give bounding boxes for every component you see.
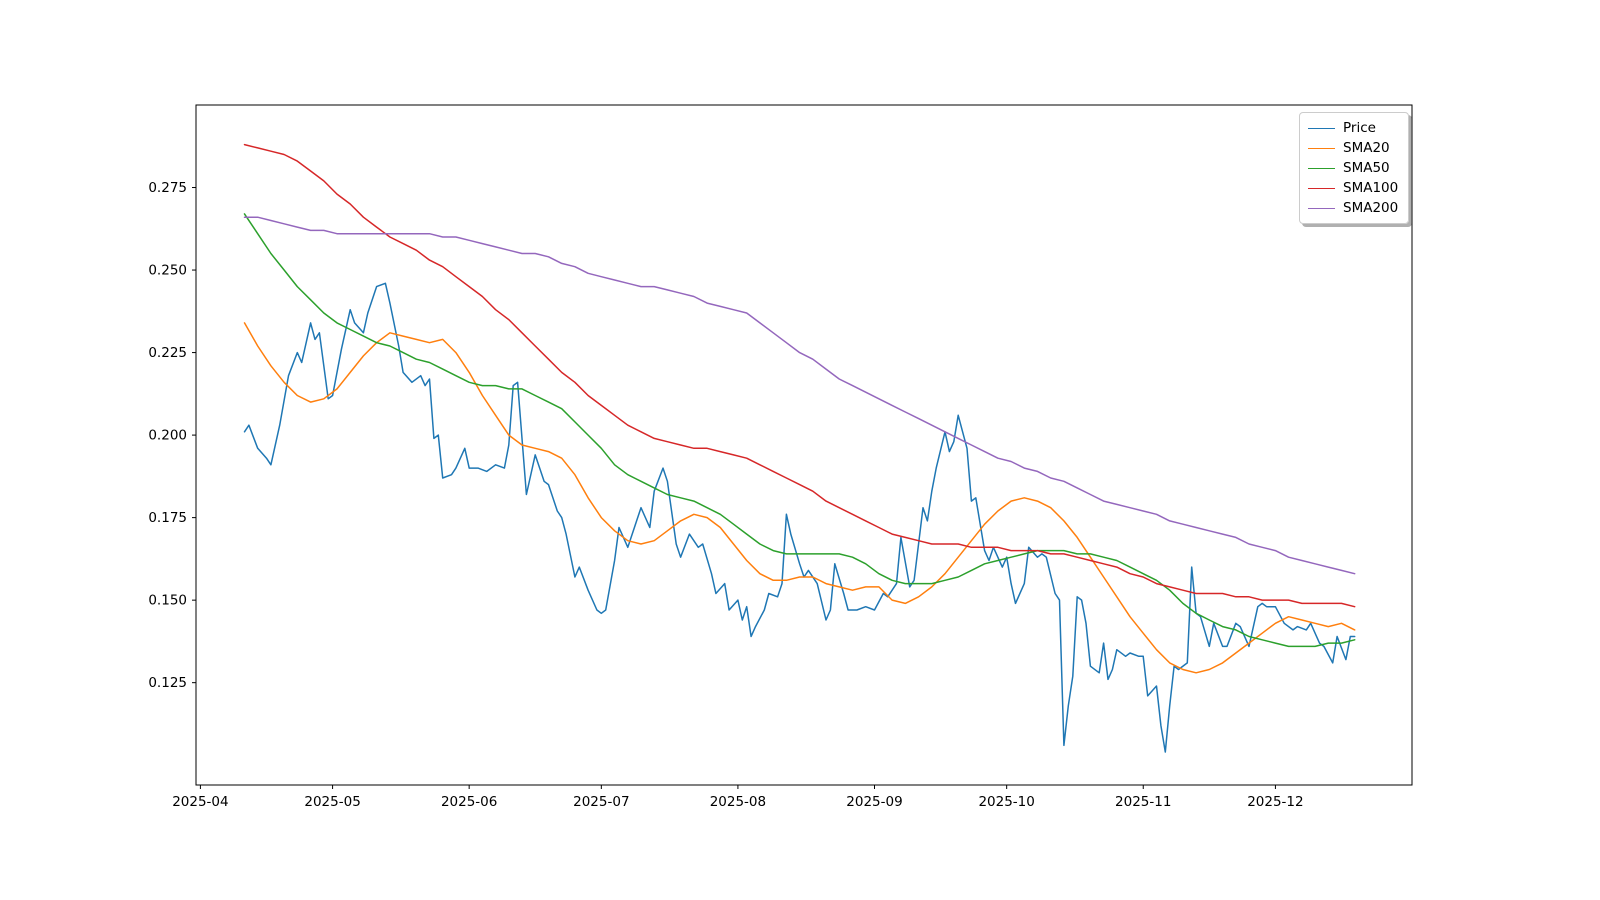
legend-label-sma200: SMA200 (1343, 200, 1399, 216)
x-tick-label: 2025-11 (1115, 794, 1171, 810)
legend-item-sma100: SMA100 (1308, 178, 1398, 198)
x-tick-label: 2025-08 (710, 794, 766, 810)
series-line-sma50 (243, 213, 1356, 648)
legend-label-sma100: SMA100 (1343, 180, 1399, 196)
y-tick-label: 0.175 (148, 510, 187, 526)
x-tick-label: 2025-05 (304, 794, 360, 810)
y-tick-label: 0.200 (148, 428, 187, 444)
legend-item-sma50: SMA50 (1308, 158, 1398, 178)
series-line-sma20 (243, 322, 1356, 674)
x-tick-label: 2025-12 (1247, 794, 1303, 810)
x-tick-label: 2025-09 (846, 794, 902, 810)
series-line-price (243, 282, 1356, 753)
sma50-line-sample (1308, 167, 1335, 169)
x-tick-label: 2025-10 (978, 794, 1034, 810)
x-tick-label: 2025-04 (172, 794, 228, 810)
legend-item-price: Price (1308, 118, 1398, 138)
y-tick-label: 0.250 (148, 263, 187, 279)
legend-label-sma50: SMA50 (1343, 160, 1390, 176)
sma100-line-sample (1308, 187, 1335, 189)
y-tick-label: 0.150 (148, 593, 187, 609)
y-tick-label: 0.275 (148, 180, 187, 196)
axes-frame (195, 104, 1413, 786)
legend-label-price: Price (1343, 120, 1376, 136)
series-line-sma200 (243, 216, 1356, 575)
x-tick-label: 2025-07 (573, 794, 629, 810)
legend-item-sma20: SMA20 (1308, 138, 1398, 158)
price-line-sample (1308, 127, 1335, 129)
legend-label-sma20: SMA20 (1343, 140, 1390, 156)
legend-item-sma200: SMA200 (1308, 198, 1398, 218)
legend: Price SMA20 SMA50 SMA100 SMA200 (1299, 112, 1410, 224)
y-tick-label: 0.225 (148, 345, 187, 361)
sma20-line-sample (1308, 147, 1335, 149)
x-tick-label: 2025-06 (441, 794, 497, 810)
sma200-line-sample (1308, 207, 1335, 209)
y-tick-label: 0.125 (148, 675, 187, 691)
series-line-sma100 (243, 143, 1356, 608)
